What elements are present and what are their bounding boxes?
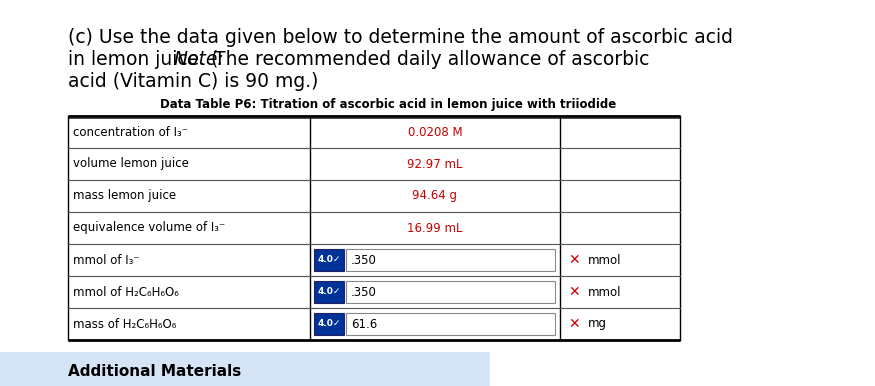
Text: ✕: ✕ xyxy=(568,317,580,331)
Text: 4.0✓: 4.0✓ xyxy=(318,288,340,296)
Text: 4.0✓: 4.0✓ xyxy=(318,256,340,264)
Text: 94.64 g: 94.64 g xyxy=(412,190,458,203)
Bar xyxy=(346,281,555,303)
Text: 0.0208 M: 0.0208 M xyxy=(408,125,462,139)
Bar xyxy=(0,352,490,386)
Text: (c) Use the data given below to determine the amount of ascorbic acid: (c) Use the data given below to determin… xyxy=(68,28,733,47)
Text: in lemon juice. (: in lemon juice. ( xyxy=(68,50,219,69)
Text: mmol of H₂C₆H₆O₆: mmol of H₂C₆H₆O₆ xyxy=(73,286,178,298)
Bar xyxy=(314,313,344,335)
Text: acid (Vitamin C) is 90 mg.): acid (Vitamin C) is 90 mg.) xyxy=(68,72,318,91)
Text: The recommended daily allowance of ascorbic: The recommended daily allowance of ascor… xyxy=(208,50,649,69)
Text: ✕: ✕ xyxy=(568,253,580,267)
Text: .350: .350 xyxy=(351,286,377,298)
Bar xyxy=(346,249,555,271)
Text: mg: mg xyxy=(588,318,607,330)
Text: Note:: Note: xyxy=(173,50,224,69)
Text: Additional Materials: Additional Materials xyxy=(68,364,242,379)
Text: mmol of I₃⁻: mmol of I₃⁻ xyxy=(73,254,140,266)
Bar xyxy=(346,313,555,335)
Bar xyxy=(314,281,344,303)
Text: mmol: mmol xyxy=(588,254,621,266)
Text: mass of H₂C₆H₆O₆: mass of H₂C₆H₆O₆ xyxy=(73,318,177,330)
Text: concentration of I₃⁻: concentration of I₃⁻ xyxy=(73,125,188,139)
Text: mmol: mmol xyxy=(588,286,621,298)
Text: .350: .350 xyxy=(351,254,377,266)
Bar xyxy=(314,249,344,271)
Text: 61.6: 61.6 xyxy=(351,318,377,330)
Text: 16.99 mL: 16.99 mL xyxy=(407,222,463,235)
Text: equivalence volume of I₃⁻: equivalence volume of I₃⁻ xyxy=(73,222,225,235)
Text: ✕: ✕ xyxy=(568,285,580,299)
Text: 92.97 mL: 92.97 mL xyxy=(407,157,463,171)
Text: 4.0✓: 4.0✓ xyxy=(318,320,340,328)
Text: volume lemon juice: volume lemon juice xyxy=(73,157,189,171)
Text: Data Table P6: Titration of ascorbic acid in lemon juice with triiodide: Data Table P6: Titration of ascorbic aci… xyxy=(160,98,616,111)
Text: mass lemon juice: mass lemon juice xyxy=(73,190,176,203)
